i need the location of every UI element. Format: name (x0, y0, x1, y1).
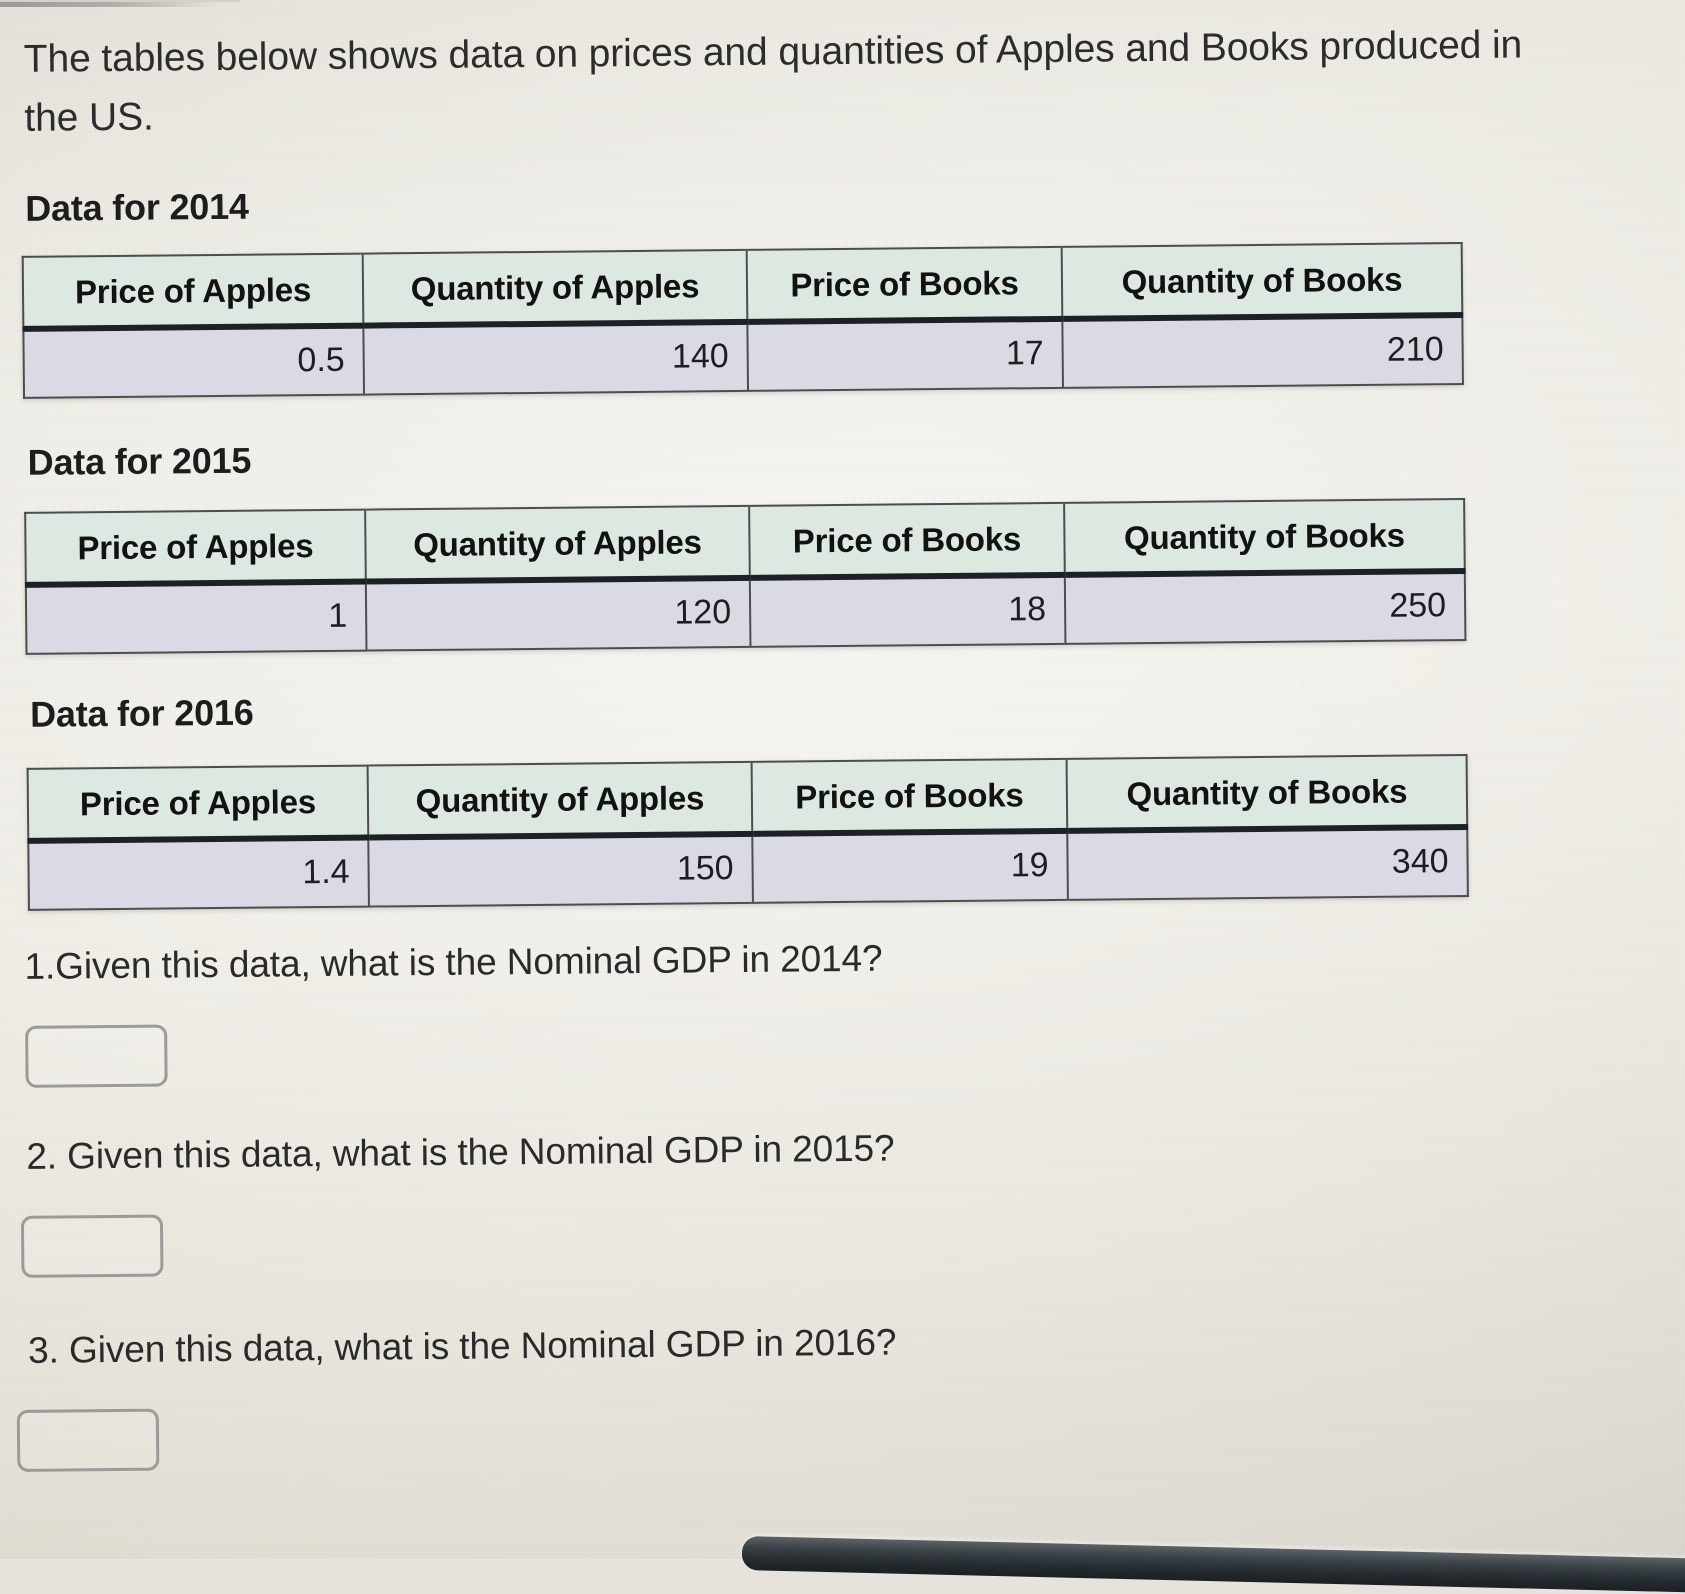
table-row: 1.4 150 19 340 (28, 827, 1468, 910)
cell-price-of-apples: 1 (25, 581, 367, 654)
table-header-row: Price of Apples Quantity of Apples Price… (27, 755, 1468, 841)
cell-price-of-apples: 1.4 (28, 837, 369, 910)
cell-price-of-books: 19 (752, 830, 1068, 903)
cell-price-of-books: 17 (747, 318, 1063, 391)
question-1-text: 1.Given this data, what is the Nominal G… (24, 937, 883, 987)
column-header-price-of-apples: Price of Apples (27, 765, 369, 841)
cell-quantity-of-apples: 120 (365, 577, 751, 651)
section-title-2014: Data for 2014 (25, 185, 249, 229)
cell-price-of-books: 18 (749, 574, 1066, 647)
column-header-price-of-books: Price of Books (749, 502, 1065, 578)
data-table-2015: Price of Apples Quantity of Apples Price… (24, 498, 1467, 655)
table-row: 1 120 18 250 (25, 571, 1466, 654)
data-table-2016: Price of Apples Quantity of Apples Price… (26, 754, 1469, 911)
column-header-quantity-of-apples: Quantity of Apples (367, 761, 753, 838)
cell-quantity-of-apples: 150 (368, 833, 753, 907)
section-title-2016: Data for 2016 (29, 691, 254, 735)
column-header-price-of-books: Price of Books (746, 246, 1063, 322)
answer-input-1[interactable] (25, 1024, 168, 1088)
screen-top-edge-shade (0, 0, 240, 2)
column-header-quantity-of-books: Quantity of Books (1066, 755, 1468, 831)
cell-quantity-of-books: 210 (1062, 315, 1463, 388)
column-header-price-of-apples: Price of Apples (22, 253, 364, 329)
column-header-price-of-apples: Price of Apples (25, 509, 366, 585)
column-header-quantity-of-books: Quantity of Books (1064, 499, 1465, 575)
cell-quantity-of-books: 250 (1064, 571, 1466, 644)
cell-quantity-of-apples: 140 (363, 321, 749, 395)
cell-price-of-apples: 0.5 (23, 325, 365, 398)
answer-input-2[interactable] (20, 1214, 164, 1278)
screen-top-edge-line (0, 2, 218, 7)
table-row: 0.5 140 17 210 (23, 315, 1463, 398)
section-title-2015: Data for 2015 (27, 439, 252, 483)
table-header-row: Price of Apples Quantity of Apples Price… (25, 499, 1465, 585)
table-header-row: Price of Apples Quantity of Apples Price… (22, 243, 1463, 329)
cell-quantity-of-books: 340 (1067, 827, 1468, 900)
column-header-quantity-of-apples: Quantity of Apples (362, 249, 748, 326)
answer-input-3[interactable] (16, 1408, 160, 1472)
intro-paragraph: The tables below shows data on prices an… (23, 23, 1523, 141)
question-2-text: 2. Given this data, what is the Nominal … (26, 1127, 895, 1177)
data-table-2014: Price of Apples Quantity of Apples Price… (21, 242, 1464, 399)
question-3-text: 3. Given this data, what is the Nominal … (27, 1321, 897, 1371)
column-header-quantity-of-books: Quantity of Books (1061, 243, 1463, 319)
column-header-price-of-books: Price of Books (751, 758, 1068, 834)
column-header-quantity-of-apples: Quantity of Apples (365, 505, 750, 582)
